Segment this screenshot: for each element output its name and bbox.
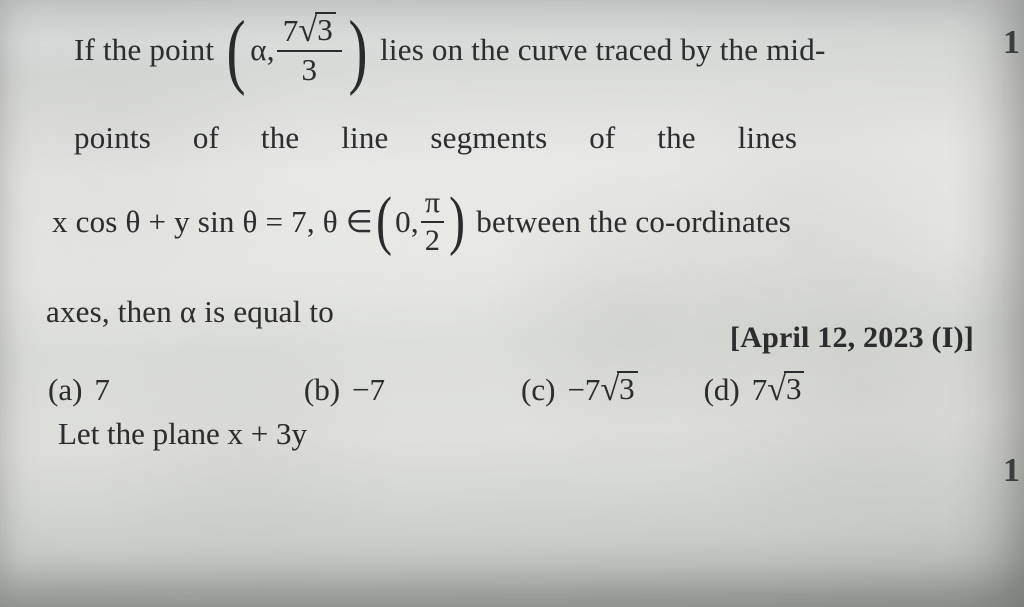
l1-post: lies on the curve traced by the mid- (372, 34, 825, 65)
problem-line-3: x cos θ + y sin θ = 7, θ ∈ ( 0, π 2 ) be… (30, 187, 1004, 256)
opt-a-label: (a) (48, 372, 82, 408)
exam-reference: [April 12, 2023 (I)] (730, 323, 974, 353)
interval-left: 0, (395, 206, 419, 237)
frac1-num: 7√3 (277, 12, 342, 48)
opt-d-prefix: 7 (752, 372, 768, 408)
frac2-den: 2 (421, 225, 444, 257)
opt-b-label: (b) (304, 372, 340, 408)
frac2-bar (421, 221, 444, 223)
rad-1: 3 (315, 12, 336, 47)
opt-b-value: −7 (352, 372, 385, 408)
l2: points of the line segments of the lines (74, 122, 797, 153)
paren-close-2: ) (449, 194, 465, 248)
rad-d: 3 (784, 371, 805, 406)
l4-left: axes, then α is equal to (46, 296, 334, 327)
opt-d-label: (d) (704, 372, 740, 408)
opt-c-label: (c) (521, 372, 555, 408)
frac-7root3-over-3: 7√3 3 (277, 12, 342, 86)
sqrt-3-top: √3 (298, 12, 336, 47)
frac-pi-over-2: π 2 (421, 187, 444, 256)
opt-c-prefix: −7 (567, 372, 600, 408)
paren-close-1: ) (348, 18, 367, 84)
option-d: (d) 7√3 (704, 371, 805, 408)
problem-line-1: If the point ( α, 7√3 3 ) lies on the cu… (30, 12, 1004, 86)
l3-lhs: x cos θ + y sin θ = 7, θ ∈ (52, 206, 373, 237)
paren-open-1: ( (227, 18, 246, 84)
options-row: (a) 7 (b) −7 (c) −7√3 (d) 7√3 (30, 371, 1004, 408)
l1-pre: If the point (74, 34, 222, 65)
point-var: α, (250, 34, 274, 65)
rad-c: 3 (617, 371, 638, 406)
frac2-num: π (421, 187, 444, 219)
next-question-fragment: Let the plane x + 3y (30, 416, 1004, 452)
opt-a-value: 7 (94, 372, 110, 408)
frac1-den: 3 (295, 54, 323, 87)
edge-mark-top: 1 (1003, 24, 1020, 62)
option-c: (c) −7√3 (521, 371, 638, 408)
frac1-num-left: 7 (283, 13, 299, 48)
paren-open-2: ( (376, 194, 392, 248)
option-a: (a) 7 (48, 372, 110, 408)
l3-post: between the co-ordinates (468, 206, 791, 237)
sqrt-d: √3 (767, 371, 804, 406)
page: If the point ( α, 7√3 3 ) lies on the cu… (0, 0, 1024, 607)
cutoff-text: Let the plane x + 3y (58, 416, 307, 451)
sqrt-c: √3 (600, 371, 637, 406)
edge-mark-bottom: 1 (1003, 452, 1020, 490)
problem-line-2: points of the line segments of the lines (30, 122, 1004, 153)
option-b: (b) −7 (304, 372, 385, 408)
